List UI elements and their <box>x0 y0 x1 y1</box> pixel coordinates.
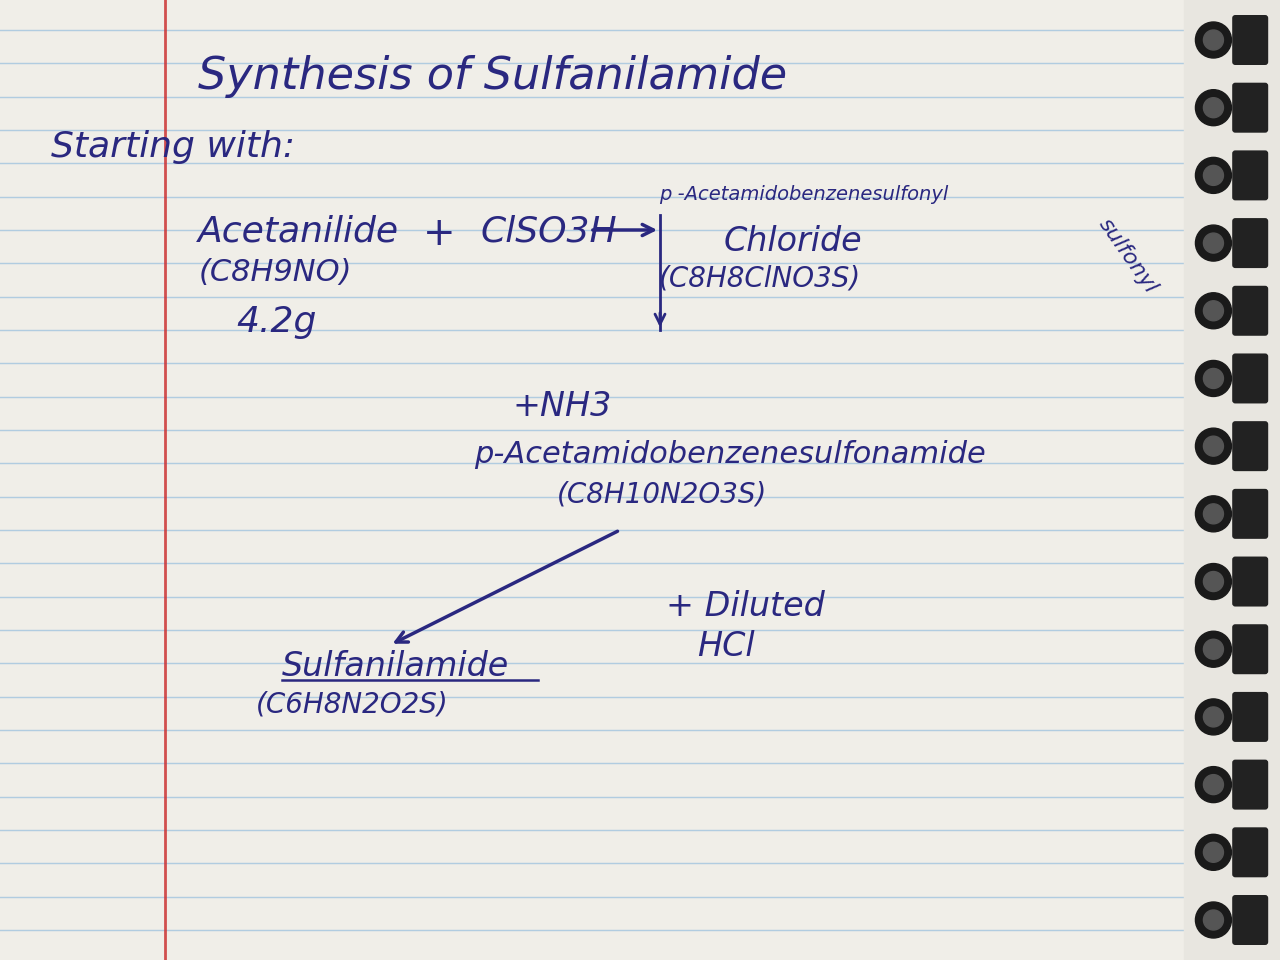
Circle shape <box>1196 360 1231 396</box>
Text: p-Acetamidobenzenesulfonamide: p-Acetamidobenzenesulfonamide <box>474 440 986 469</box>
Text: HCl: HCl <box>698 630 755 663</box>
Circle shape <box>1203 30 1224 50</box>
Circle shape <box>1203 436 1224 456</box>
Text: Starting with:: Starting with: <box>51 130 296 164</box>
FancyBboxPatch shape <box>1233 489 1268 539</box>
FancyBboxPatch shape <box>1233 353 1268 403</box>
Text: ClSO3H: ClSO3H <box>480 215 617 249</box>
Circle shape <box>1196 632 1231 667</box>
FancyBboxPatch shape <box>1233 692 1268 742</box>
Text: Chloride: Chloride <box>723 225 861 258</box>
Circle shape <box>1203 775 1224 795</box>
Text: (C6H8N2O2S): (C6H8N2O2S) <box>256 690 449 718</box>
Text: +: + <box>422 215 454 253</box>
FancyBboxPatch shape <box>1233 151 1268 201</box>
Circle shape <box>1203 233 1224 253</box>
FancyBboxPatch shape <box>1233 286 1268 336</box>
Circle shape <box>1203 504 1224 524</box>
Circle shape <box>1196 428 1231 464</box>
Text: Synthesis of Sulfanilamide: Synthesis of Sulfanilamide <box>198 55 787 98</box>
FancyBboxPatch shape <box>1233 15 1268 65</box>
Circle shape <box>1196 157 1231 193</box>
FancyBboxPatch shape <box>1233 759 1268 809</box>
Text: + Diluted: + Diluted <box>666 590 824 623</box>
Text: (C8H9NO): (C8H9NO) <box>198 258 352 287</box>
Circle shape <box>1203 369 1224 389</box>
Circle shape <box>1196 834 1231 871</box>
Circle shape <box>1203 571 1224 591</box>
Text: (C8H8ClNO3S): (C8H8ClNO3S) <box>659 265 861 293</box>
Circle shape <box>1203 707 1224 727</box>
Text: +NH3: +NH3 <box>512 390 612 423</box>
Circle shape <box>1196 22 1231 58</box>
Circle shape <box>1196 902 1231 938</box>
Text: sulfonyl: sulfonyl <box>1094 215 1161 298</box>
Circle shape <box>1196 564 1231 600</box>
Circle shape <box>1203 842 1224 862</box>
FancyBboxPatch shape <box>1233 83 1268 132</box>
Circle shape <box>1196 225 1231 261</box>
Circle shape <box>1203 165 1224 185</box>
Text: Acetanilide: Acetanilide <box>198 215 399 249</box>
FancyBboxPatch shape <box>1233 421 1268 471</box>
Text: (C8H10N2O3S): (C8H10N2O3S) <box>557 480 767 508</box>
Text: Sulfanilamide: Sulfanilamide <box>282 650 509 683</box>
Circle shape <box>1196 767 1231 803</box>
Text: 4.2g: 4.2g <box>237 305 317 339</box>
Circle shape <box>1196 89 1231 126</box>
FancyBboxPatch shape <box>1233 624 1268 674</box>
Circle shape <box>1203 639 1224 660</box>
Circle shape <box>1196 699 1231 735</box>
Circle shape <box>1203 910 1224 930</box>
FancyBboxPatch shape <box>1233 218 1268 268</box>
Circle shape <box>1203 300 1224 321</box>
Text: p -Acetamidobenzenesulfonyl: p -Acetamidobenzenesulfonyl <box>659 185 948 204</box>
Circle shape <box>1196 496 1231 532</box>
FancyBboxPatch shape <box>1233 828 1268 877</box>
FancyBboxPatch shape <box>1233 895 1268 945</box>
FancyBboxPatch shape <box>1233 557 1268 607</box>
Circle shape <box>1203 98 1224 118</box>
Circle shape <box>1196 293 1231 328</box>
